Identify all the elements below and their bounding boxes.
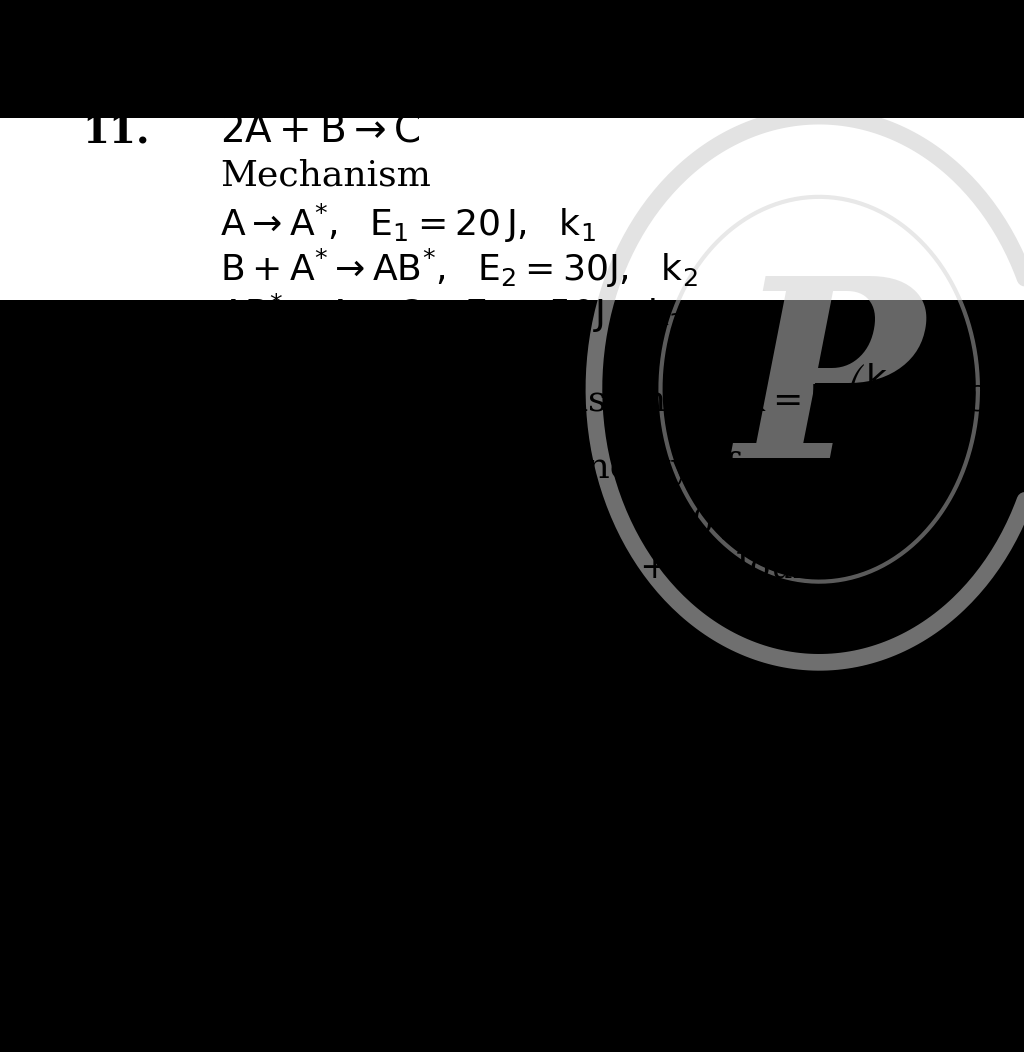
Text: 11.: 11. [82,113,150,150]
Text: (3)   50 Joule: (3) 50 Joule [220,551,446,585]
Text: Mechanism: Mechanism [220,159,431,193]
Text: overall Activation  energy of reaction.: overall Activation energy of reaction. [220,451,913,485]
Bar [0,118,1024,300]
Text: $\mathrm{A \rightarrow A^{*},\ \ E_{1} = 20\,J,\ \ k_{1}}$: $\mathrm{A \rightarrow A^{*},\ \ E_{1} =… [220,201,596,245]
Text: $\mathrm{AB^{*} + A \rightarrow C,\ \ E_{3} = 50J,\ \ k_{3}}$: $\mathrm{AB^{*} + A \rightarrow C,\ \ E_… [220,291,685,336]
Bar [0,0,1024,118]
Text: (2)   $-$10 Joule: (2) $-$10 Joule [558,503,814,543]
Text: $\mathrm{2A + B \rightarrow C}$: $\mathrm{2A + B \rightarrow C}$ [220,113,421,150]
Text: $\mathrm{B + A^{*} \rightarrow AB^{*},\ \ E_{2} = 30J,\ \ k_{2}}$: $\mathrm{B + A^{*} \rightarrow AB^{*},\ … [220,246,698,290]
Text: (1)   100 Joule: (1) 100 Joule [220,506,469,540]
Text: (4)   + 10 Joule: (4) + 10 Joule [558,551,824,585]
Text: P: P [735,268,924,510]
Text: and overall rate constant is  $\mathrm{k = k_{1}\!\left(\dfrac{k_{2}}{k_{3}}\rig: and overall rate constant is $\mathrm{k … [220,362,1024,442]
